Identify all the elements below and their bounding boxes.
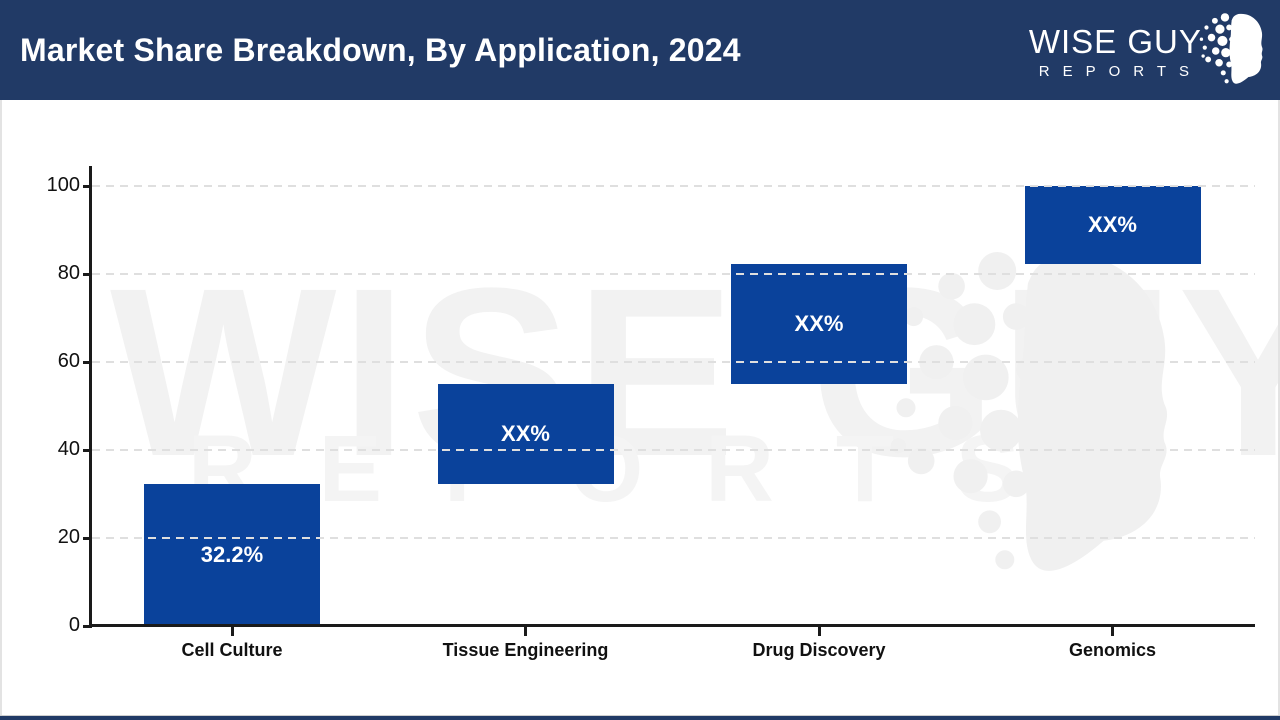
y-tick-mark [83, 537, 92, 540]
x-tick-mark [1111, 627, 1114, 636]
bar-value-label: XX% [1088, 211, 1137, 237]
y-gridline [92, 449, 1255, 451]
bar-genomics [1024, 186, 1201, 264]
x-tick-label: Genomics [1068, 640, 1157, 660]
x-tick-label: Drug Discovery [752, 640, 886, 660]
x-axis-spine [89, 624, 1255, 627]
logo-wordmark: WISE GUY [1028, 22, 1202, 60]
y-gridline [92, 361, 1255, 363]
wiseguy-logo: WISE GUY REPORTS [1029, 8, 1272, 94]
footer-bar [0, 715, 1280, 720]
page-title: Market Share Breakdown, By Application, … [20, 31, 741, 68]
y-tick-mark [83, 625, 92, 628]
x-tick-label: Tissue Engineering [442, 640, 609, 660]
bar-value-label: 32.2% [200, 542, 264, 568]
y-gridline [92, 537, 1255, 539]
bar-value-label: XX% [501, 421, 550, 447]
y-tick-label: 20 [57, 526, 80, 549]
y-gridline [92, 185, 1255, 187]
bar-value-label: XX% [794, 310, 844, 336]
logo-subtitle: REPORTS [1038, 62, 1202, 80]
y-tick-mark [83, 449, 92, 452]
y-tick-mark [83, 273, 92, 276]
y-tick-mark [83, 361, 92, 364]
bar-cell-culture [144, 484, 320, 626]
x-tick-label: Cell Culture [181, 640, 283, 660]
watermark-face-icon [883, 252, 1168, 571]
y-tick-label: 40 [57, 438, 80, 461]
bar-tissue-engineering [437, 384, 614, 485]
y-tick-label: 100 [46, 174, 80, 197]
wiseguy-face-icon [1199, 13, 1263, 84]
y-tick-label: 80 [57, 262, 80, 285]
x-tick-mark [817, 627, 821, 636]
y-gridline [92, 273, 1255, 275]
chart-area: WISE GUY REPORTS 0 20 40 60 80 100 32.2% XX% XX%… [0, 100, 1280, 715]
x-tick-mark [230, 627, 234, 636]
y-tick-mark [83, 185, 92, 188]
bar-drug-discovery [731, 263, 907, 384]
x-tick-mark [524, 627, 527, 636]
y-tick-label: 0 [68, 614, 80, 637]
logo-text: WISE GUY REPORTS [1029, 23, 1202, 80]
y-tick-label: 60 [57, 350, 80, 373]
y-axis-spine [89, 166, 92, 627]
header: Market Share Breakdown, By Application, … [0, 0, 1280, 100]
